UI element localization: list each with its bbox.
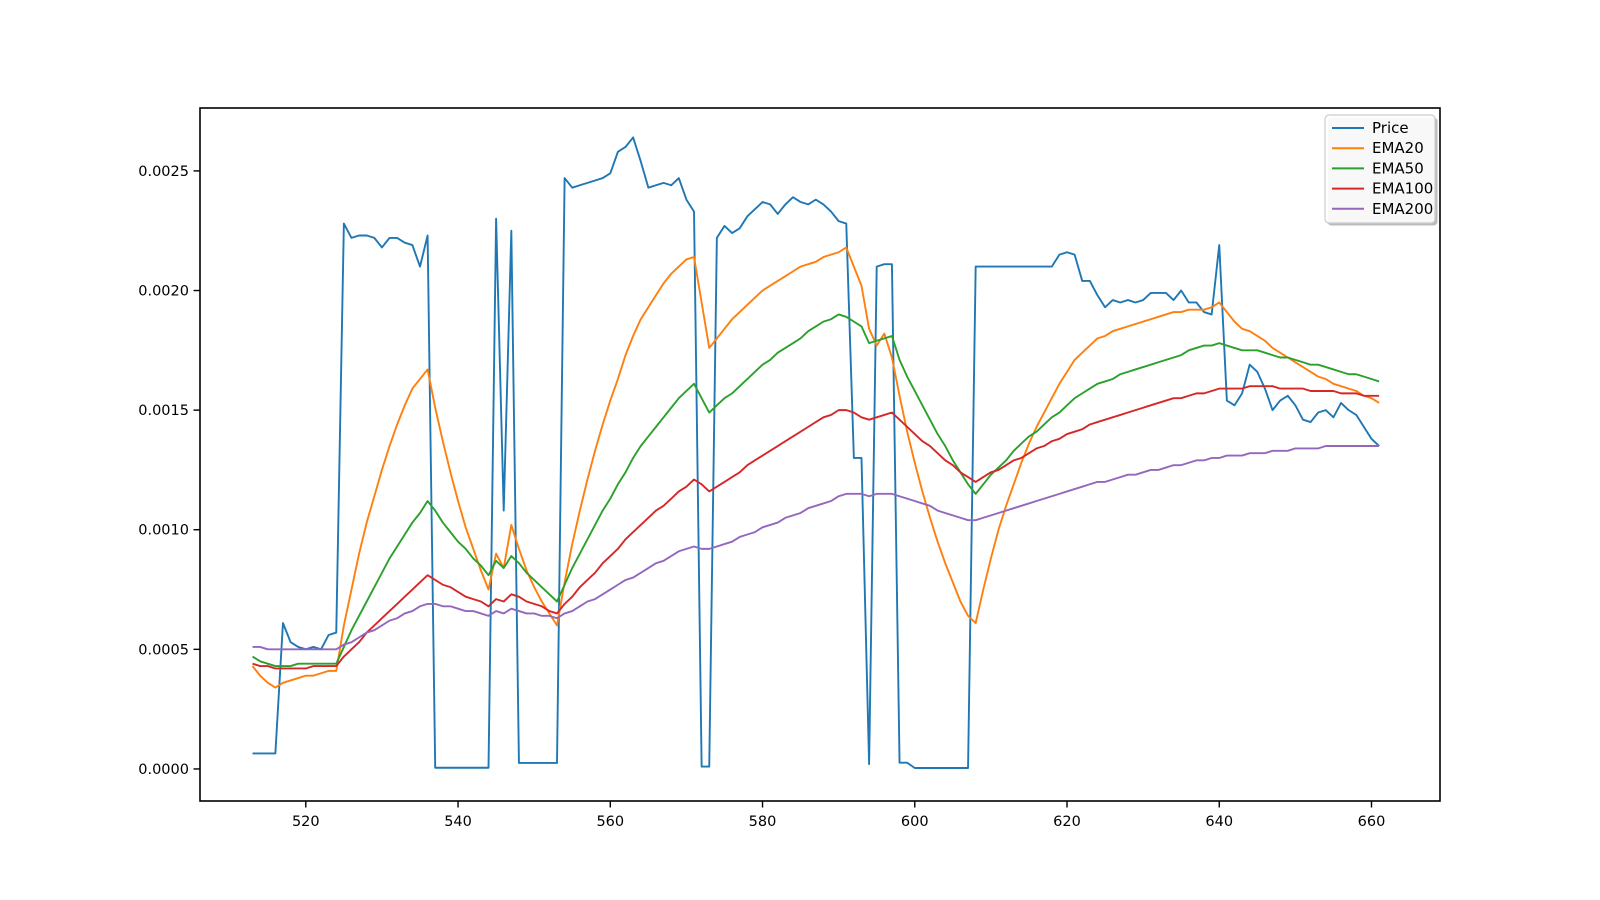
y-tick-label: 0.0015: [138, 403, 189, 419]
legend-label: Price: [1372, 119, 1409, 137]
plot-area: [251, 136, 1380, 769]
x-tick-label: 600: [901, 814, 929, 830]
ema200-line: [252, 445, 1380, 651]
x-tick-label: 520: [292, 814, 320, 830]
ema50-line: [252, 313, 1380, 668]
x-tick-label: 540: [444, 814, 472, 830]
price-line: [252, 136, 1380, 769]
legend-item-ema100: EMA100: [1332, 180, 1433, 198]
x-tick-label: 640: [1205, 814, 1233, 830]
legend-label: EMA100: [1372, 180, 1433, 198]
legend: Price EMA20 EMA50 EMA100 EMA200: [1324, 114, 1438, 226]
legend-item-price: Price: [1332, 119, 1409, 137]
ema100-line: [252, 385, 1380, 670]
legend-label: EMA50: [1372, 159, 1424, 177]
x-tick-label: 580: [749, 814, 777, 830]
x-axis: 520 540 560 580 600 620 640 660: [292, 801, 1385, 830]
x-tick-label: 660: [1358, 814, 1386, 830]
y-tick-label: 0.0005: [138, 642, 189, 658]
axes-spines: [199, 107, 1441, 802]
y-tick-label: 0.0000: [138, 762, 189, 778]
legend-item-ema20: EMA20: [1332, 139, 1424, 157]
y-tick-label: 0.0020: [138, 284, 189, 300]
x-tick-label: 620: [1053, 814, 1081, 830]
legend-frame: [1324, 114, 1436, 224]
legend-item-ema50: EMA50: [1332, 159, 1424, 177]
legend-item-ema200: EMA200: [1332, 200, 1433, 218]
x-tick-label: 560: [596, 814, 624, 830]
legend-label: EMA20: [1372, 139, 1424, 157]
y-tick-label: 0.0010: [138, 523, 189, 539]
legend-label: EMA200: [1372, 200, 1433, 218]
ema20-line: [251, 246, 1380, 689]
y-axis: 0.0000 0.0005 0.0010 0.0015 0.0020 0.0025: [138, 164, 200, 778]
y-tick-label: 0.0025: [138, 164, 189, 180]
